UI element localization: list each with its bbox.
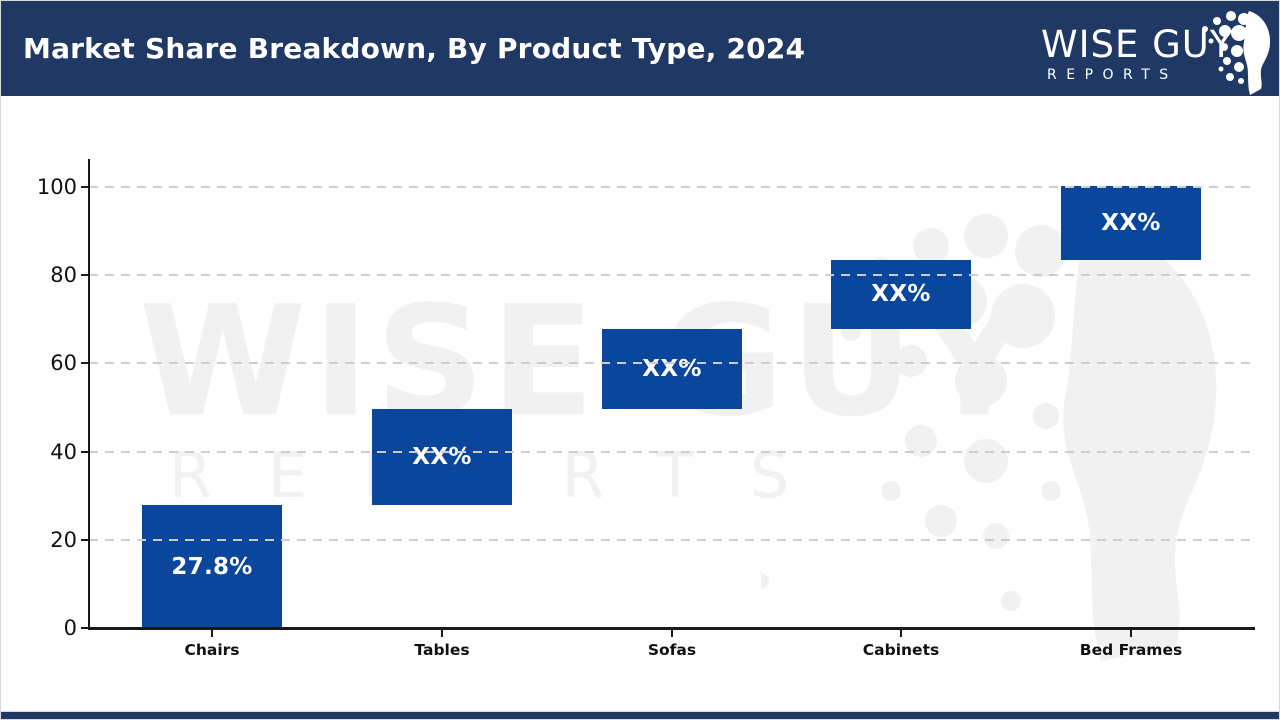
x-tick-mark-tables [441, 630, 443, 637]
x-tick-label-cabinets: Cabinets [862, 641, 940, 659]
x-tick-label-chairs: Chairs [184, 641, 240, 659]
bar-value-label: XX% [1101, 209, 1161, 236]
bar-value-label: XX% [642, 356, 702, 383]
y-tick-label-100: 100 [36, 175, 77, 199]
bar-value-label: XX% [871, 281, 931, 308]
gridline-100 [89, 186, 1255, 188]
x-tick-mark-sofas [671, 630, 673, 637]
y-tick-label-40: 40 [50, 439, 77, 464]
y-tick-mark-80 [81, 274, 89, 277]
x-tick-label-tables: Tables [414, 641, 470, 659]
y-tick-mark-100 [81, 186, 89, 188]
bar-sofas: XX% [602, 329, 742, 410]
footer-bar [1, 711, 1279, 719]
y-tick-mark-0 [81, 627, 89, 629]
y-tick-mark-40 [81, 450, 89, 453]
gridline-60 [89, 362, 1255, 365]
axis-x [88, 627, 1255, 630]
bar-tables: XX% [372, 409, 512, 506]
bar-value-label: 27.8% [171, 553, 253, 580]
brand-logo: WISE GUY REPORTS [1015, 7, 1271, 95]
y-tick-label-0: 0 [63, 616, 77, 640]
gridline-80 [89, 274, 1255, 277]
y-tick-label-20: 20 [50, 527, 77, 552]
y-tick-label-60: 60 [50, 351, 77, 376]
gridline-40 [89, 450, 1255, 453]
x-tick-mark-cabinets [900, 630, 902, 637]
y-tick-mark-60 [81, 362, 89, 365]
bar-chairs: 27.8% [142, 505, 282, 628]
x-tick-mark-chairs [211, 630, 213, 637]
brand-name: WISE GUY [1041, 23, 1234, 66]
brand-subtitle: REPORTS [1047, 67, 1178, 83]
y-tick-label-80: 80 [50, 263, 77, 288]
y-tick-mark-20 [81, 538, 89, 541]
header-bar: Market Share Breakdown, By Product Type,… [1, 1, 1279, 96]
page-title: Market Share Breakdown, By Product Type,… [23, 32, 806, 65]
bar-value-label: XX% [412, 444, 472, 471]
x-tick-label-sofas: Sofas [647, 641, 697, 659]
x-tick-mark-bed-frames [1130, 630, 1132, 637]
bar-cabinets: XX% [831, 259, 971, 329]
gridline-20 [89, 538, 1255, 541]
axis-y [88, 159, 90, 630]
bar-bed-frames: XX% [1061, 186, 1201, 260]
x-tick-label-bed-frames: Bed Frames [1079, 641, 1183, 659]
wiseguy-face-icon [1202, 11, 1271, 95]
